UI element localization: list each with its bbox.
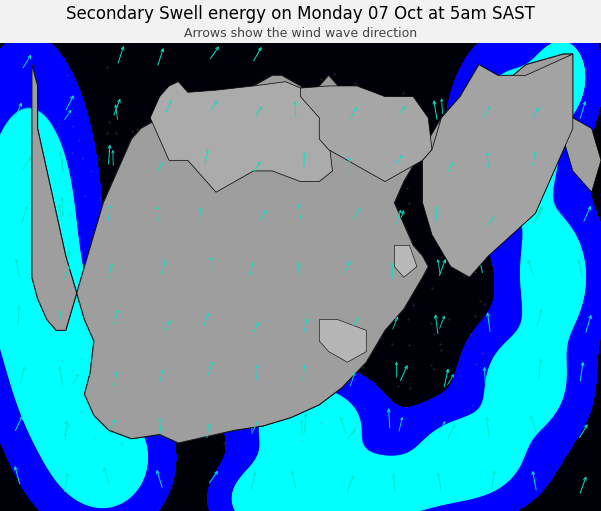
Polygon shape xyxy=(423,54,573,277)
Polygon shape xyxy=(32,54,573,443)
Polygon shape xyxy=(319,320,366,362)
Polygon shape xyxy=(394,245,417,277)
Text: Arrows show the wind wave direction: Arrows show the wind wave direction xyxy=(184,28,417,40)
Polygon shape xyxy=(300,86,432,181)
Polygon shape xyxy=(564,118,601,192)
Polygon shape xyxy=(150,82,332,192)
Text: Secondary Swell energy on Monday 07 Oct at 5am SAST: Secondary Swell energy on Monday 07 Oct … xyxy=(66,5,535,23)
Polygon shape xyxy=(319,320,366,362)
Polygon shape xyxy=(423,54,573,277)
Polygon shape xyxy=(150,82,332,192)
Polygon shape xyxy=(32,54,573,443)
Polygon shape xyxy=(300,86,432,181)
Polygon shape xyxy=(394,245,417,277)
